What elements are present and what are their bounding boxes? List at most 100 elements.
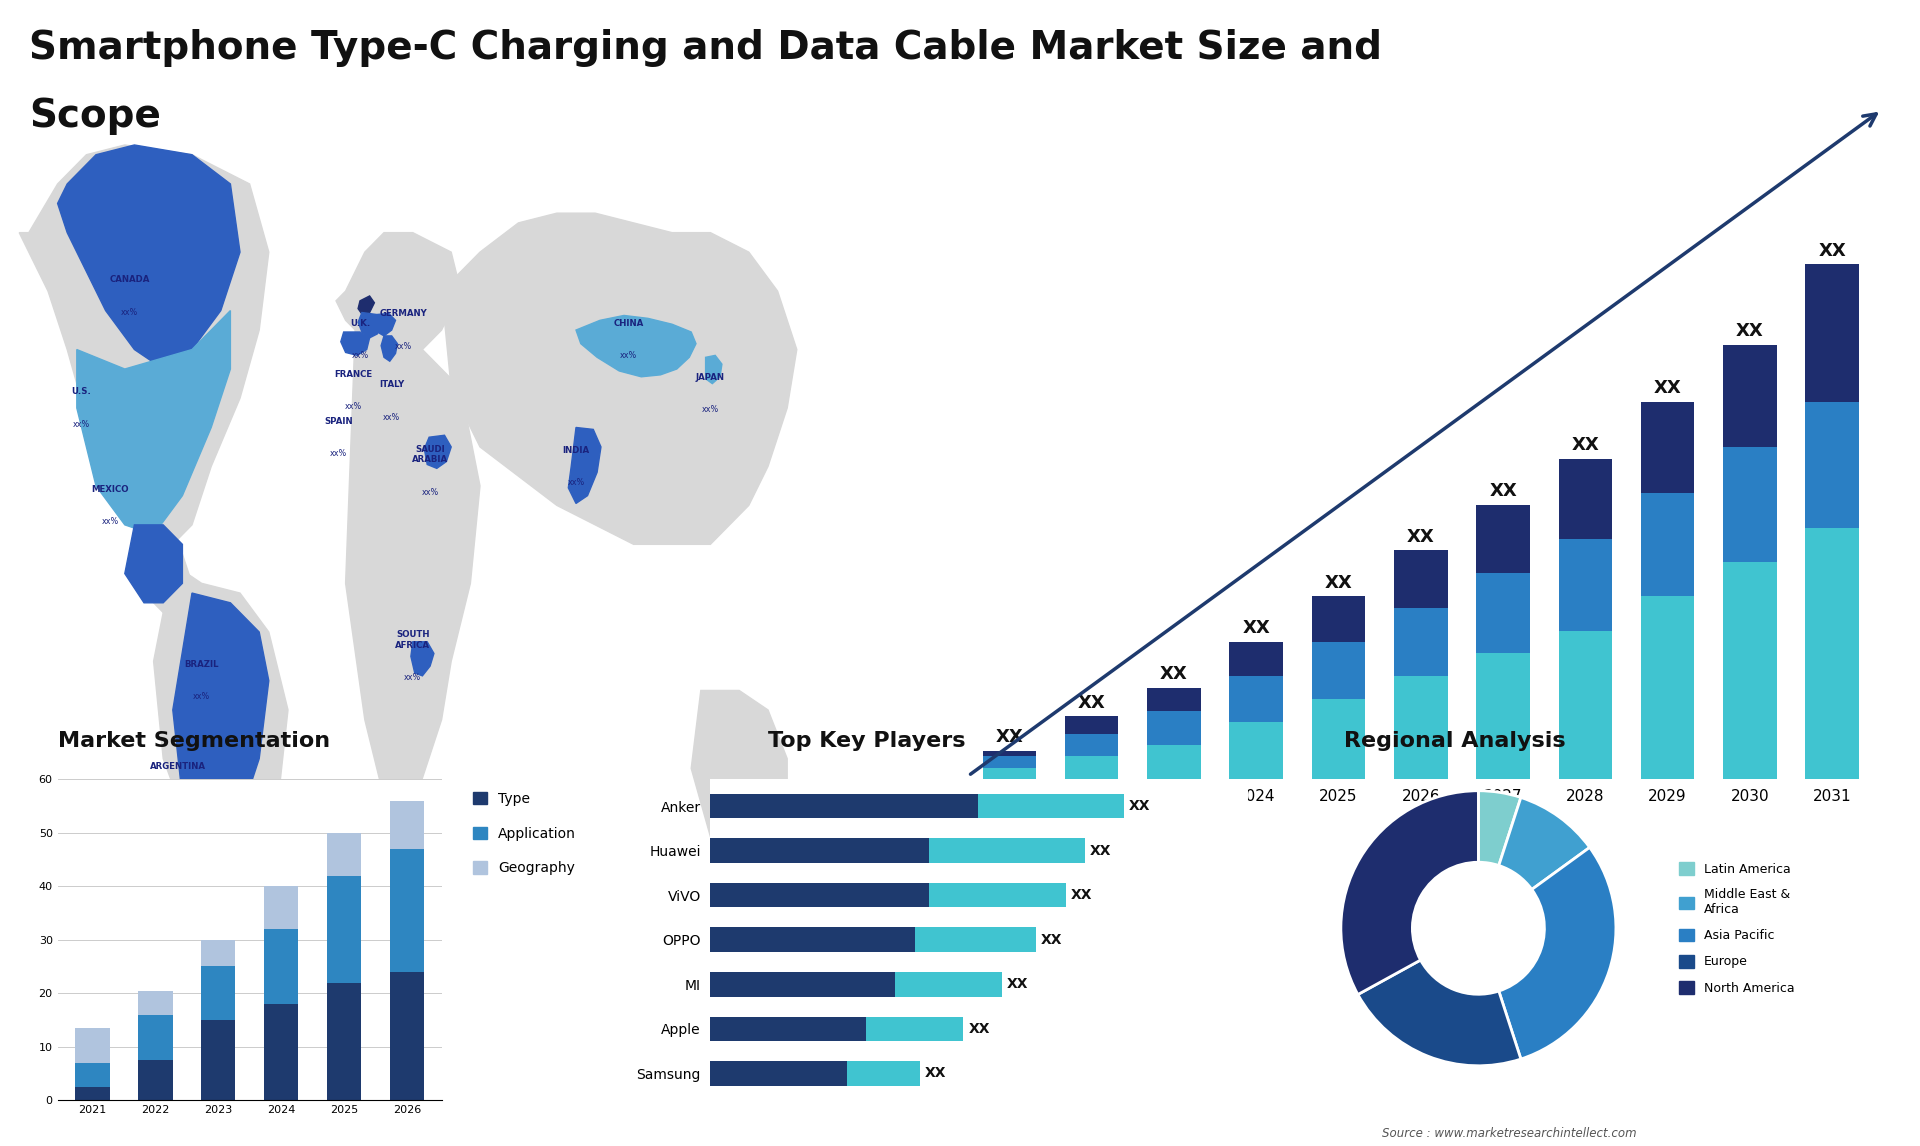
Polygon shape xyxy=(707,355,722,384)
Text: XX: XX xyxy=(1407,528,1434,545)
Bar xyxy=(1066,716,1117,733)
Bar xyxy=(1559,630,1613,779)
Bar xyxy=(1805,402,1859,527)
Text: xx%: xx% xyxy=(351,352,369,361)
Polygon shape xyxy=(58,144,240,369)
Text: JAPAN: JAPAN xyxy=(695,372,726,382)
Text: Market Segmentation: Market Segmentation xyxy=(58,731,330,751)
Bar xyxy=(1805,265,1859,402)
Polygon shape xyxy=(19,144,269,555)
Bar xyxy=(1066,733,1117,756)
Text: xx%: xx% xyxy=(384,413,399,422)
Bar xyxy=(1148,688,1200,711)
Polygon shape xyxy=(340,332,369,355)
Text: XX: XX xyxy=(1818,242,1847,260)
Text: XX: XX xyxy=(1325,574,1352,591)
Text: XX: XX xyxy=(1242,619,1271,637)
Bar xyxy=(710,1061,847,1085)
Text: XX: XX xyxy=(1160,665,1188,683)
Polygon shape xyxy=(691,690,787,856)
Text: xx%: xx% xyxy=(620,352,637,361)
Text: Top Key Players: Top Key Players xyxy=(768,731,966,751)
Bar xyxy=(983,768,1037,779)
Polygon shape xyxy=(346,330,480,817)
Bar xyxy=(929,882,1066,908)
Bar xyxy=(390,972,424,1100)
Bar xyxy=(1476,504,1530,573)
Polygon shape xyxy=(173,594,269,837)
Polygon shape xyxy=(134,555,192,612)
Bar xyxy=(138,1014,173,1060)
Polygon shape xyxy=(163,817,221,915)
Bar xyxy=(1724,447,1776,562)
Text: xx%: xx% xyxy=(330,449,348,458)
Bar xyxy=(710,794,977,818)
Bar xyxy=(914,927,1037,952)
Text: XX: XX xyxy=(1736,322,1764,340)
Text: XX: XX xyxy=(924,1066,947,1081)
Text: XX: XX xyxy=(1091,843,1112,857)
Bar xyxy=(1394,550,1448,607)
Polygon shape xyxy=(125,525,182,603)
Text: xx%: xx% xyxy=(405,673,420,682)
Text: Source : www.marketresearchintellect.com: Source : www.marketresearchintellect.com xyxy=(1382,1128,1638,1140)
Bar xyxy=(1476,573,1530,653)
Bar xyxy=(75,1062,109,1086)
Text: SAUDI
ARABIA: SAUDI ARABIA xyxy=(413,445,447,464)
Polygon shape xyxy=(357,296,374,315)
Bar xyxy=(75,1086,109,1100)
Bar xyxy=(138,1060,173,1100)
Polygon shape xyxy=(442,213,797,544)
Bar xyxy=(390,801,424,849)
Bar xyxy=(202,966,236,1020)
Polygon shape xyxy=(380,336,397,361)
Bar xyxy=(710,972,895,997)
Text: GERMANY: GERMANY xyxy=(380,309,426,319)
Text: xx%: xx% xyxy=(169,794,186,803)
Bar xyxy=(390,849,424,972)
Bar xyxy=(1311,699,1365,779)
Bar xyxy=(1805,527,1859,779)
Polygon shape xyxy=(336,233,461,360)
Text: XX: XX xyxy=(1490,482,1517,500)
Text: Regional Analysis: Regional Analysis xyxy=(1344,731,1565,751)
Text: XX: XX xyxy=(1129,799,1150,814)
Wedge shape xyxy=(1500,798,1590,889)
Text: ITALY: ITALY xyxy=(378,380,405,390)
Bar xyxy=(847,1061,920,1085)
Text: U.S.: U.S. xyxy=(71,387,92,397)
Text: xx%: xx% xyxy=(703,405,718,414)
Text: CHINA: CHINA xyxy=(614,319,643,328)
Text: ARGENTINA: ARGENTINA xyxy=(150,762,205,771)
Bar xyxy=(710,839,929,863)
Bar xyxy=(326,833,361,876)
Bar xyxy=(1229,722,1283,779)
Bar xyxy=(1642,402,1693,493)
Bar xyxy=(1229,642,1283,676)
Wedge shape xyxy=(1340,791,1478,995)
Bar xyxy=(1559,458,1613,539)
Bar xyxy=(983,756,1037,768)
Polygon shape xyxy=(576,315,695,377)
Text: SPAIN: SPAIN xyxy=(324,416,353,425)
Bar xyxy=(1724,345,1776,447)
Bar xyxy=(1642,596,1693,779)
Bar xyxy=(75,1028,109,1062)
Polygon shape xyxy=(411,642,434,676)
Text: xx%: xx% xyxy=(194,692,209,701)
Bar xyxy=(1642,493,1693,596)
Bar xyxy=(1724,562,1776,779)
Text: FRANCE: FRANCE xyxy=(334,370,372,378)
Bar xyxy=(263,1004,298,1100)
Polygon shape xyxy=(374,314,396,336)
Bar xyxy=(1559,539,1613,630)
Wedge shape xyxy=(1478,791,1521,865)
Text: Smartphone Type-C Charging and Data Cable Market Size and: Smartphone Type-C Charging and Data Cabl… xyxy=(29,29,1382,66)
Bar xyxy=(1148,745,1200,779)
Text: xx%: xx% xyxy=(422,488,438,497)
Text: BRAZIL: BRAZIL xyxy=(184,660,219,669)
Bar xyxy=(1394,676,1448,779)
Polygon shape xyxy=(154,564,288,905)
Text: XX: XX xyxy=(1041,933,1064,947)
Bar xyxy=(983,751,1037,756)
